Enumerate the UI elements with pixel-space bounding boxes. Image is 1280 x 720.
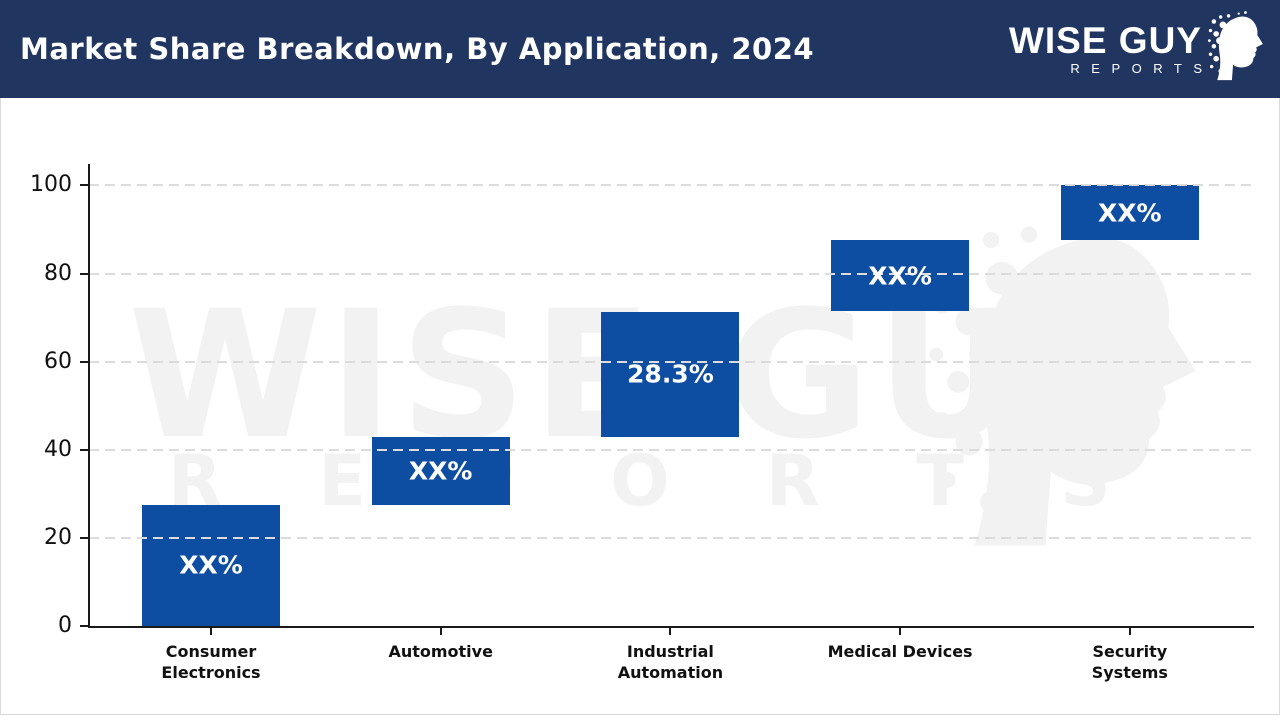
- wiseguy-face-icon: [1206, 6, 1268, 90]
- x-tick-label-consumer-electronics: Consumer Electronics: [161, 642, 261, 682]
- bar-value-label: 28.3%: [627, 359, 714, 389]
- bar-industrial-automation: [601, 311, 740, 437]
- gridline-60: [89, 360, 1253, 363]
- labels-layer: 0 20 40 60 80 100 XX% Consumer Electronics XX% Au…: [0, 98, 1280, 720]
- x-tick-0: [210, 628, 212, 635]
- y-tick-100: [80, 184, 88, 187]
- x-tick-4: [1128, 628, 1131, 635]
- axes-layer: [0, 98, 1280, 720]
- logo-text: WISE GUY REPORTS: [1009, 22, 1202, 75]
- y-tick-label-20: 20: [44, 524, 72, 550]
- bar-value-label: XX%: [408, 456, 473, 486]
- y-tick-40: [80, 448, 88, 451]
- bar-automotive: [371, 436, 510, 505]
- x-axis-spine: [88, 626, 1254, 628]
- logo-wordmark: WISE GUY: [1008, 19, 1202, 61]
- gridline-100: [89, 184, 1253, 187]
- y-tick-label-0: 0: [58, 613, 72, 638]
- x-tick-1: [439, 628, 442, 635]
- wiseguy-logo: WISE GUY REPORTS: [1009, 6, 1268, 90]
- x-tick-label-automotive: Automotive: [388, 642, 493, 661]
- y-tick-label-60: 60: [44, 348, 72, 374]
- bar-value-label: XX%: [1097, 198, 1162, 228]
- bar-value-label: XX%: [868, 261, 932, 291]
- logo-subtitle: REPORTS: [1070, 60, 1214, 76]
- y-tick-80: [80, 272, 88, 275]
- chart-area: WISE GUY R E P O R T S 0 20 40 60 80 100 XX% Co…: [0, 98, 1280, 720]
- x-tick-label-industrial-automation: Industrial Automation: [617, 642, 724, 682]
- y-axis-spine: [88, 164, 90, 628]
- gridline-20: [89, 536, 1253, 539]
- y-tick-label-100: 100: [30, 172, 72, 198]
- gridlines-layer: [0, 98, 1280, 720]
- bar-value-label: XX%: [179, 550, 243, 580]
- bars-layer: [0, 98, 1280, 720]
- y-tick-60: [80, 360, 88, 363]
- header: Market Share Breakdown, By Application, …: [0, 0, 1280, 98]
- bar-consumer-electronics: [142, 504, 280, 626]
- page-title: Market Share Breakdown, By Application, …: [20, 32, 815, 66]
- gridline-40: [89, 448, 1253, 451]
- y-tick-20: [80, 536, 88, 539]
- x-tick-3: [899, 628, 902, 635]
- x-tick-label-medical-devices: Medical Devices: [827, 642, 973, 661]
- bar-medical-devices: [831, 240, 970, 312]
- x-tick-2: [669, 628, 672, 635]
- y-tick-label-40: 40: [44, 436, 72, 462]
- gridline-80: [89, 272, 1253, 275]
- y-tick-label-80: 80: [44, 260, 72, 286]
- x-tick-label-security-systems: Security Systems: [1091, 642, 1168, 682]
- bar-security-systems: [1060, 185, 1199, 241]
- y-tick-0: [80, 625, 88, 627]
